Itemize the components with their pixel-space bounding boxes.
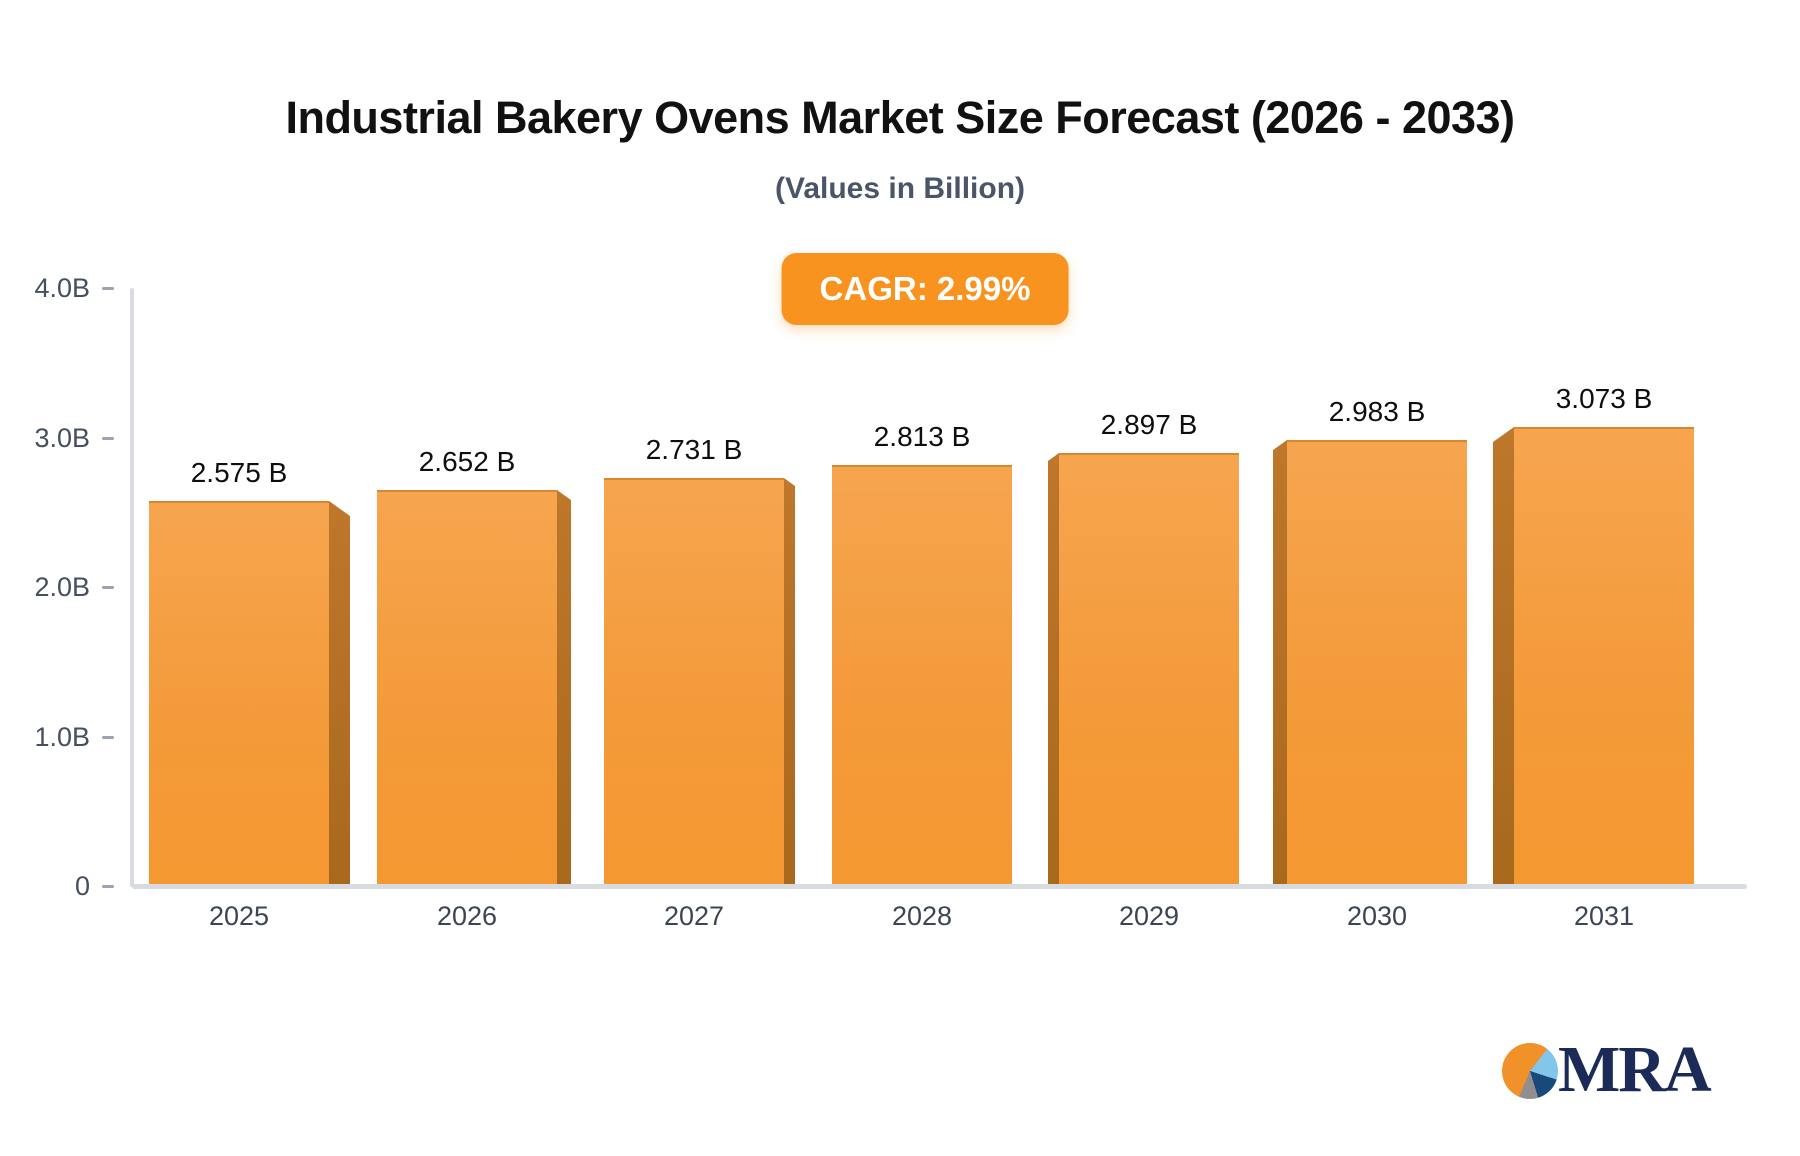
y-tick-label: 2.0B [34,572,90,602]
x-tick-label-2025: 2025 [208,901,270,931]
pie-chart-icon [1502,1043,1558,1099]
y-tick-label: 3.0B [34,423,90,453]
x-tick-label-2031: 2031 [1573,901,1635,931]
bar-side-face-2029 [1048,453,1059,884]
bar-2025 [149,501,329,884]
x-tick-label-2030: 2030 [1346,901,1408,931]
bar-value-label: 2.983 B [1328,396,1426,427]
bar-2027 [604,478,784,884]
y-axis-line [130,288,134,887]
bar-side-face-2030 [1273,440,1287,884]
bar-value-label: 2.652 B [418,446,516,477]
bar-2031 [1514,427,1694,884]
bar-value-label: 2.575 B [190,457,288,488]
y-tick-label: 1.0B [34,722,90,752]
bar-value-label: 3.073 B [1555,383,1653,414]
y-tick [102,287,114,290]
bar-side-face-2025 [329,501,350,884]
bar-side-face-2031 [1493,427,1514,884]
cagr-badge: CAGR: 2.99% [781,253,1069,325]
y-tick-label: 0 [74,871,90,901]
page-subtitle: (Values in Billion) [774,172,1026,205]
bar-2029 [1059,453,1239,884]
x-tick-label-2026: 2026 [436,901,498,931]
bar-value-label: 2.813 B [873,421,971,452]
y-tick [102,885,114,888]
bar-value-label: 2.897 B [1100,409,1198,440]
bar-side-face-2026 [557,490,571,884]
bar-side-face-2027 [784,478,795,884]
x-tick-label-2029: 2029 [1118,901,1180,931]
y-tick [102,586,114,589]
bar-2030 [1287,440,1467,884]
y-tick [102,437,114,440]
x-tick-label-2028: 2028 [891,901,953,931]
bar-value-label: 2.731 B [645,434,743,465]
brand-logo: MRA [1500,1032,1740,1116]
page-title: Industrial Bakery Ovens Market Size Fore… [285,92,1515,143]
x-tick-label-2027: 2027 [663,901,725,931]
y-tick-label: 4.0B [34,273,90,303]
brand-logo-text: MRA [1558,1033,1712,1106]
x-axis-line [132,884,1747,889]
bar-2028 [832,465,1012,884]
bar-2026 [377,490,557,884]
y-tick [102,736,114,739]
